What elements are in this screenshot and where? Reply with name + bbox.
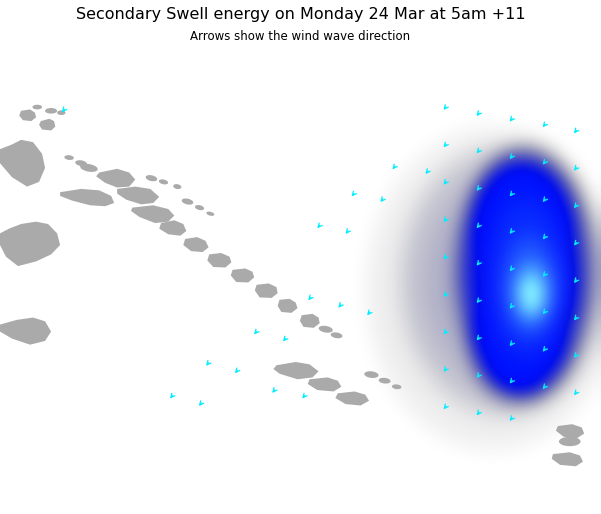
Polygon shape xyxy=(207,253,231,267)
Text: Secondary Swell energy on Monday 24 Mar at 5am +11: Secondary Swell energy on Monday 24 Mar … xyxy=(76,7,525,22)
Ellipse shape xyxy=(64,155,74,160)
Ellipse shape xyxy=(145,175,157,181)
Polygon shape xyxy=(117,187,159,205)
Polygon shape xyxy=(231,268,254,283)
Polygon shape xyxy=(556,424,584,438)
Polygon shape xyxy=(255,283,278,298)
Polygon shape xyxy=(96,169,135,188)
Polygon shape xyxy=(308,377,341,392)
Polygon shape xyxy=(278,299,297,313)
Ellipse shape xyxy=(159,179,168,185)
Polygon shape xyxy=(273,362,319,379)
Polygon shape xyxy=(159,221,186,236)
Ellipse shape xyxy=(559,437,581,446)
Polygon shape xyxy=(0,222,60,266)
Polygon shape xyxy=(300,314,320,328)
Polygon shape xyxy=(131,205,174,223)
Polygon shape xyxy=(0,140,45,187)
Polygon shape xyxy=(19,109,36,121)
Ellipse shape xyxy=(364,371,379,378)
Ellipse shape xyxy=(75,160,87,166)
Ellipse shape xyxy=(379,378,391,383)
Polygon shape xyxy=(39,119,55,131)
Polygon shape xyxy=(335,392,369,406)
Ellipse shape xyxy=(182,198,194,205)
Ellipse shape xyxy=(331,333,343,338)
Polygon shape xyxy=(183,237,209,252)
Ellipse shape xyxy=(173,184,182,189)
Polygon shape xyxy=(0,318,51,345)
Ellipse shape xyxy=(206,212,215,216)
Polygon shape xyxy=(552,452,583,466)
Ellipse shape xyxy=(319,326,333,333)
Ellipse shape xyxy=(45,108,57,114)
Ellipse shape xyxy=(392,384,401,389)
Ellipse shape xyxy=(57,111,66,115)
Ellipse shape xyxy=(195,205,204,210)
Polygon shape xyxy=(60,189,114,206)
Ellipse shape xyxy=(80,164,98,172)
Ellipse shape xyxy=(32,105,42,109)
Text: Arrows show the wind wave direction: Arrows show the wind wave direction xyxy=(191,30,410,43)
